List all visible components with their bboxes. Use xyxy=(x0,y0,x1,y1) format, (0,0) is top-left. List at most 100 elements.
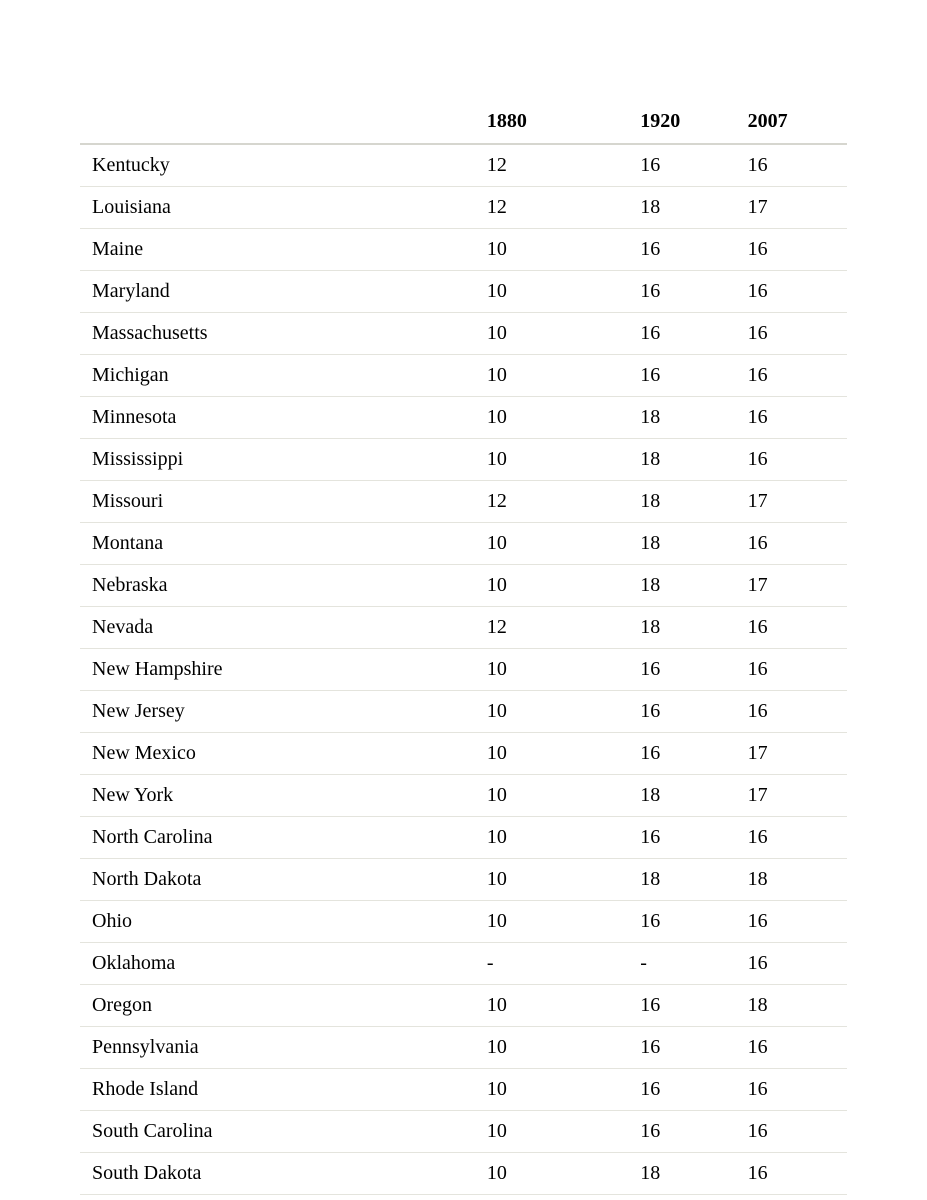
cell-2007: 16 xyxy=(740,1069,847,1111)
cell-2007: 17 xyxy=(740,565,847,607)
cell-2007: 16 xyxy=(740,901,847,943)
cell-state: North Dakota xyxy=(80,859,479,901)
cell-2007: 16 xyxy=(740,1153,847,1195)
cell-2007: 16 xyxy=(740,439,847,481)
cell-1880: 10 xyxy=(479,817,632,859)
cell-1880: - xyxy=(479,943,632,985)
cell-1880: 10 xyxy=(479,775,632,817)
cell-state: Pennsylvania xyxy=(80,1027,479,1069)
cell-state: Maine xyxy=(80,229,479,271)
cell-state: New Mexico xyxy=(80,733,479,775)
table-row: Rhode Island101616 xyxy=(80,1069,847,1111)
cell-state: Michigan xyxy=(80,355,479,397)
cell-1920: 18 xyxy=(632,607,739,649)
cell-1880: 12 xyxy=(479,481,632,523)
cell-2007: 16 xyxy=(740,229,847,271)
table-row: South Carolina101616 xyxy=(80,1111,847,1153)
table-row: Missouri121817 xyxy=(80,481,847,523)
table-row: Pennsylvania101616 xyxy=(80,1027,847,1069)
cell-1880: 10 xyxy=(479,649,632,691)
cell-1920: 18 xyxy=(632,775,739,817)
cell-1920: 16 xyxy=(632,733,739,775)
cell-state: South Dakota xyxy=(80,1153,479,1195)
table-row: Nebraska101817 xyxy=(80,565,847,607)
cell-1920: 16 xyxy=(632,649,739,691)
cell-state: Ohio xyxy=(80,901,479,943)
cell-state: Rhode Island xyxy=(80,1069,479,1111)
col-header-state xyxy=(80,100,479,144)
table-row: New Hampshire101616 xyxy=(80,649,847,691)
cell-state: Maryland xyxy=(80,271,479,313)
cell-1920: 18 xyxy=(632,1153,739,1195)
cell-2007: 16 xyxy=(740,523,847,565)
cell-2007: 16 xyxy=(740,1111,847,1153)
cell-state: New Jersey xyxy=(80,691,479,733)
cell-2007: 16 xyxy=(740,397,847,439)
table-body: Kentucky121616Louisiana121817Maine101616… xyxy=(80,144,847,1195)
table-row: Minnesota101816 xyxy=(80,397,847,439)
cell-1920: 18 xyxy=(632,523,739,565)
cell-1880: 12 xyxy=(479,607,632,649)
table-row: New York101817 xyxy=(80,775,847,817)
cell-1880: 10 xyxy=(479,229,632,271)
table-row: Michigan101616 xyxy=(80,355,847,397)
cell-2007: 16 xyxy=(740,271,847,313)
table-header-row: 1880 1920 2007 xyxy=(80,100,847,144)
table-row: Massachusetts101616 xyxy=(80,313,847,355)
cell-2007: 18 xyxy=(740,859,847,901)
table-row: Maryland101616 xyxy=(80,271,847,313)
cell-1880: 12 xyxy=(479,144,632,187)
cell-2007: 16 xyxy=(740,144,847,187)
col-header-2007: 2007 xyxy=(740,100,847,144)
cell-2007: 16 xyxy=(740,649,847,691)
cell-1880: 10 xyxy=(479,523,632,565)
cell-1880: 10 xyxy=(479,901,632,943)
table-row: New Mexico101617 xyxy=(80,733,847,775)
cell-1880: 10 xyxy=(479,355,632,397)
table-header: 1880 1920 2007 xyxy=(80,100,847,144)
cell-2007: 16 xyxy=(740,313,847,355)
cell-2007: 17 xyxy=(740,733,847,775)
cell-1920: 16 xyxy=(632,985,739,1027)
table-row: Mississippi101816 xyxy=(80,439,847,481)
cell-state: Oklahoma xyxy=(80,943,479,985)
col-header-1920: 1920 xyxy=(632,100,739,144)
cell-1920: 16 xyxy=(632,229,739,271)
cell-state: Montana xyxy=(80,523,479,565)
cell-1920: 16 xyxy=(632,691,739,733)
cell-1880: 10 xyxy=(479,565,632,607)
cell-1920: 16 xyxy=(632,355,739,397)
cell-1880: 10 xyxy=(479,271,632,313)
table-row: Ohio101616 xyxy=(80,901,847,943)
data-table: 1880 1920 2007 Kentucky121616Louisiana12… xyxy=(80,100,847,1195)
cell-1920: 18 xyxy=(632,859,739,901)
cell-1920: 16 xyxy=(632,1069,739,1111)
cell-1920: 16 xyxy=(632,271,739,313)
cell-1880: 10 xyxy=(479,1069,632,1111)
cell-state: Missouri xyxy=(80,481,479,523)
cell-1880: 10 xyxy=(479,1153,632,1195)
table-row: Oklahoma--16 xyxy=(80,943,847,985)
cell-2007: 16 xyxy=(740,1027,847,1069)
cell-state: Kentucky xyxy=(80,144,479,187)
cell-1920: 16 xyxy=(632,313,739,355)
cell-2007: 17 xyxy=(740,187,847,229)
cell-2007: 16 xyxy=(740,817,847,859)
cell-1880: 12 xyxy=(479,187,632,229)
cell-2007: 16 xyxy=(740,943,847,985)
cell-state: North Carolina xyxy=(80,817,479,859)
cell-state: Minnesota xyxy=(80,397,479,439)
table-row: Nevada121816 xyxy=(80,607,847,649)
cell-state: Massachusetts xyxy=(80,313,479,355)
cell-1920: 16 xyxy=(632,144,739,187)
table-row: North Carolina101616 xyxy=(80,817,847,859)
cell-2007: 16 xyxy=(740,355,847,397)
cell-1880: 10 xyxy=(479,1111,632,1153)
table-row: Oregon101618 xyxy=(80,985,847,1027)
cell-1880: 10 xyxy=(479,397,632,439)
cell-state: Nebraska xyxy=(80,565,479,607)
cell-state: Louisiana xyxy=(80,187,479,229)
cell-1920: 18 xyxy=(632,481,739,523)
cell-state: Oregon xyxy=(80,985,479,1027)
cell-2007: 16 xyxy=(740,691,847,733)
